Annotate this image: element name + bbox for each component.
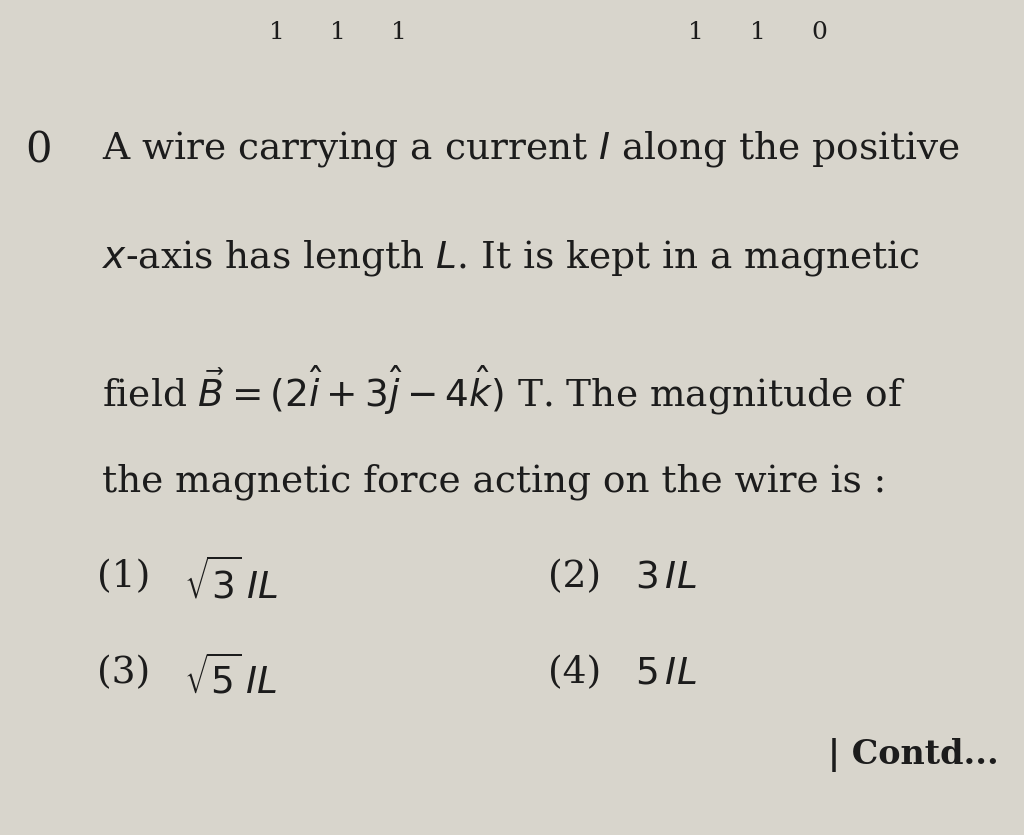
- Text: $\sqrt{5}\,IL$: $\sqrt{5}\,IL$: [184, 655, 278, 701]
- Text: 1: 1: [391, 21, 408, 44]
- Text: (2): (2): [548, 559, 601, 595]
- Text: 0: 0: [26, 129, 52, 171]
- Text: $x$-axis has length $L$. It is kept in a magnetic: $x$-axis has length $L$. It is kept in a…: [102, 238, 921, 278]
- Text: $5\,IL$: $5\,IL$: [635, 655, 696, 691]
- Text: 1: 1: [268, 21, 285, 44]
- Text: 1: 1: [688, 21, 705, 44]
- Text: (3): (3): [97, 655, 151, 691]
- Text: A wire carrying a current $I$ along the positive: A wire carrying a current $I$ along the …: [102, 129, 961, 170]
- Text: 0: 0: [811, 21, 827, 44]
- Text: the magnetic force acting on the wire is :: the magnetic force acting on the wire is…: [102, 463, 887, 500]
- Text: $3\,IL$: $3\,IL$: [635, 559, 696, 595]
- Text: 1: 1: [750, 21, 766, 44]
- Text: field $\vec{B}=(2\hat{i}+3\hat{j}-4\hat{k})$ T. The magnitude of: field $\vec{B}=(2\hat{i}+3\hat{j}-4\hat{…: [102, 363, 906, 417]
- Text: (1): (1): [97, 559, 151, 595]
- Text: 1: 1: [330, 21, 346, 44]
- Text: $\sqrt{3}\,IL$: $\sqrt{3}\,IL$: [184, 559, 279, 607]
- Text: (4): (4): [548, 655, 601, 691]
- Text: | Contd...: | Contd...: [827, 738, 998, 772]
